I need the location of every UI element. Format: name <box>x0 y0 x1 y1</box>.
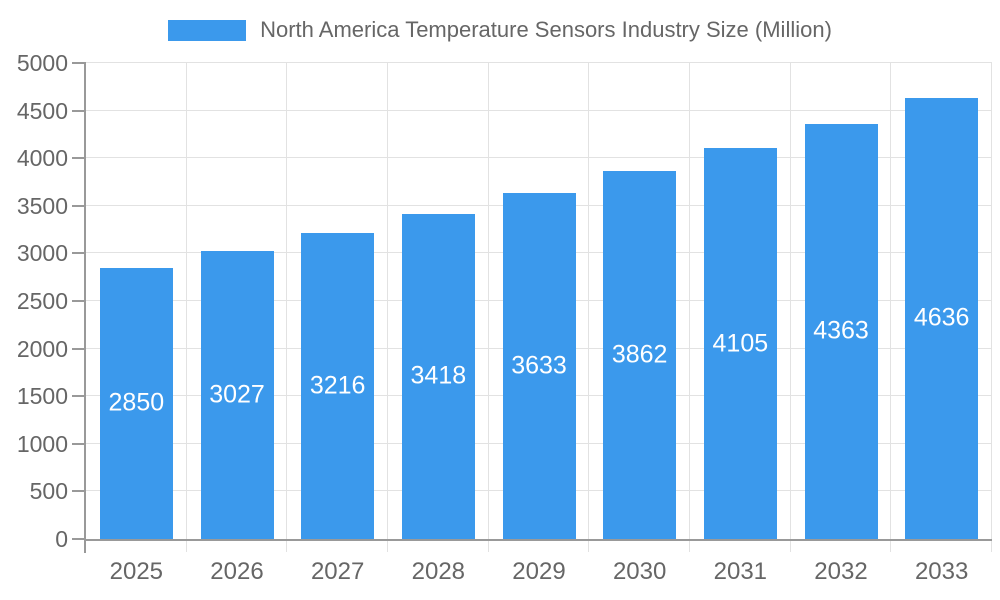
bar-2029[interactable]: 3633 <box>502 193 576 539</box>
y-tick-label: 2500 <box>16 288 68 314</box>
x-tick-label: 2030 <box>612 558 667 585</box>
y-tick-label: 5000 <box>16 50 68 76</box>
y-axis-tick <box>72 300 86 302</box>
x-axis-tick <box>790 539 791 552</box>
bar-value-label: 4105 <box>712 329 769 358</box>
legend: North America Temperature Sensors Indust… <box>0 15 1000 45</box>
y-axis-tick <box>72 62 86 64</box>
y-axis-tick <box>72 395 86 398</box>
bar-2032[interactable]: 4363 <box>804 123 878 539</box>
bar-value-label: 3633 <box>511 351 567 380</box>
gridline-horizontal <box>86 157 992 159</box>
y-tick-label: 500 <box>29 478 68 505</box>
bar-value-label: 4363 <box>813 316 869 345</box>
x-axis-tick <box>991 539 992 552</box>
y-axis-tick <box>72 252 86 255</box>
x-tick-label: 2032 <box>814 558 868 585</box>
x-tick-label: 2025 <box>109 558 164 585</box>
x-axis-tick <box>186 539 187 552</box>
y-tick-label: 3000 <box>16 240 68 267</box>
bar-2025[interactable]: 2850 <box>99 267 173 539</box>
y-axis-tick <box>72 347 86 350</box>
y-axis-tick <box>72 538 86 540</box>
bar-2027[interactable]: 3216 <box>301 232 375 539</box>
y-tick-label: 3500 <box>16 192 68 219</box>
y-axis-tick <box>72 109 86 112</box>
y-tick-label: 4000 <box>16 145 68 172</box>
x-tick-label: 2026 <box>210 558 264 585</box>
bar-2026[interactable]: 3027 <box>200 250 274 539</box>
gridline-horizontal <box>86 109 992 111</box>
bar-value-label: 3216 <box>309 371 366 400</box>
x-axis-tick <box>689 539 690 552</box>
gridline-vertical <box>689 63 690 539</box>
bar-value-label: 3418 <box>410 361 467 390</box>
bar-value-label: 3027 <box>209 380 265 409</box>
y-axis-tick <box>72 204 86 207</box>
bar-value-label: 4636 <box>913 303 970 332</box>
gridline-vertical <box>991 63 992 539</box>
bar-2033[interactable]: 4636 <box>905 97 979 539</box>
x-tick-label: 2027 <box>310 558 365 585</box>
gridline-horizontal <box>86 62 992 63</box>
x-axis-tick <box>588 539 589 552</box>
x-tick-label: 2033 <box>914 558 969 585</box>
gridline-vertical <box>186 63 187 539</box>
y-axis-tick <box>72 490 86 493</box>
x-axis-tick <box>286 539 287 552</box>
legend-swatch <box>168 19 247 41</box>
x-tick-label: 2031 <box>713 558 768 585</box>
gridline-vertical <box>286 63 287 539</box>
y-axis-tick <box>72 442 86 445</box>
y-axis-tick <box>72 157 86 160</box>
y-tick-label: 1500 <box>16 383 68 410</box>
gridline-vertical <box>387 63 388 539</box>
legend-item[interactable]: North America Temperature Sensors Indust… <box>168 17 832 43</box>
y-tick-label: 4500 <box>16 97 68 124</box>
y-axis-line <box>84 63 86 553</box>
y-tick-label: 2000 <box>16 335 68 362</box>
bar-2030[interactable]: 3862 <box>603 171 677 539</box>
bar-value-label: 2850 <box>108 388 165 417</box>
gridline-vertical <box>890 63 891 539</box>
bar-2028[interactable]: 3418 <box>401 213 475 539</box>
plot-area: 2850 3027 3216 3418 3633 3862 4105 4363 4636 <box>86 62 992 539</box>
y-tick-label: 0 <box>55 526 68 552</box>
bar-2031[interactable]: 4105 <box>703 148 777 539</box>
x-axis-line <box>84 539 992 541</box>
x-tick-label: 2028 <box>411 558 466 585</box>
legend-label: North America Temperature Sensors Indust… <box>260 17 832 42</box>
gridline-vertical <box>790 63 791 539</box>
x-axis-tick <box>387 539 388 552</box>
x-axis-tick <box>488 539 489 552</box>
x-axis-tick <box>890 539 891 552</box>
gridline-vertical <box>588 63 589 539</box>
gridline-vertical <box>488 63 489 539</box>
bar-value-label: 3862 <box>611 340 668 369</box>
x-tick-label: 2029 <box>512 558 566 585</box>
y-tick-label: 1000 <box>16 430 68 457</box>
